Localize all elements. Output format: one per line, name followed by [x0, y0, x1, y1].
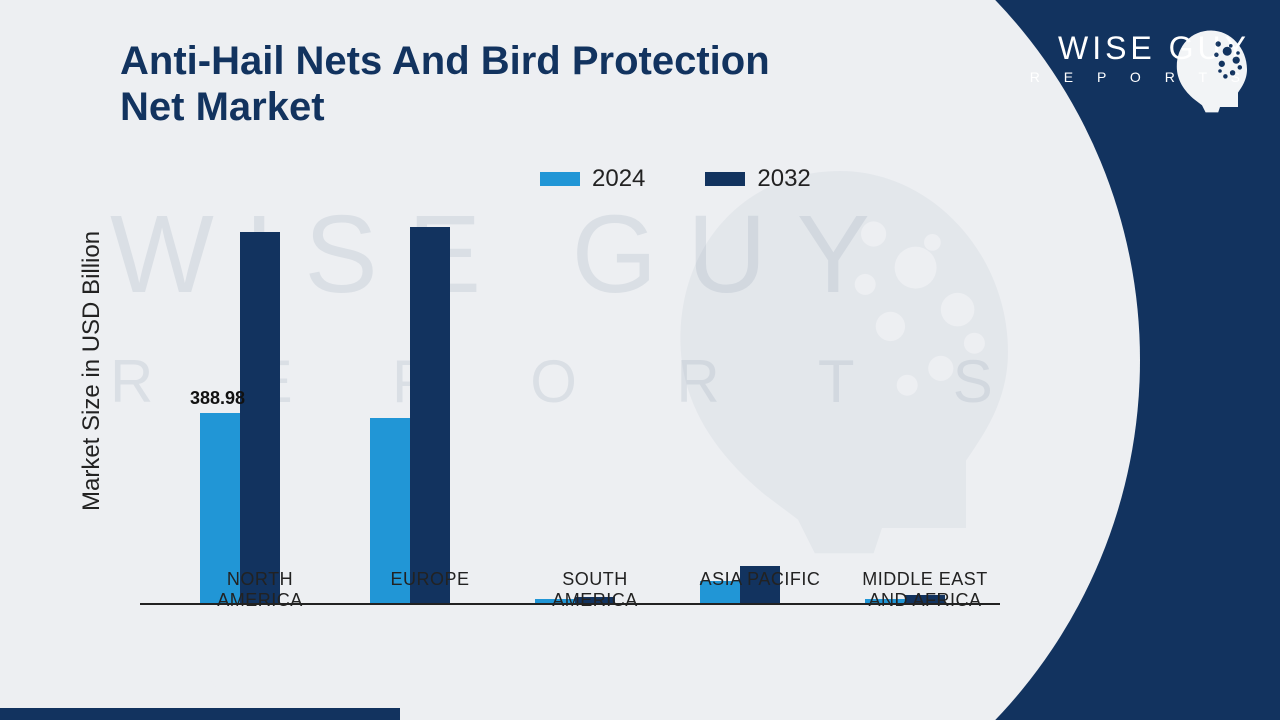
- brand-head-icon: [1166, 26, 1256, 116]
- chart-title: Anti-Hail Nets And Bird Protection Net M…: [120, 38, 840, 130]
- bar-2032: [240, 232, 280, 603]
- legend-item-2024: 2024: [540, 165, 645, 193]
- legend: 2024 2032: [540, 165, 811, 193]
- legend-label-2024: 2024: [592, 165, 645, 193]
- y-axis-label: Market Size in USD Billion: [78, 231, 106, 511]
- plot-area: 388.98: [140, 205, 1000, 605]
- category-label: SOUTH AMERICA: [525, 569, 665, 610]
- category-label: ASIA PACIFIC: [690, 569, 830, 590]
- bar-group: 388.98: [200, 232, 280, 603]
- legend-label-2032: 2032: [757, 165, 810, 193]
- category-label: EUROPE: [360, 569, 500, 590]
- legend-swatch-2024: [540, 172, 580, 186]
- category-label: NORTH AMERICA: [190, 569, 330, 610]
- legend-item-2032: 2032: [705, 165, 810, 193]
- legend-swatch-2032: [705, 172, 745, 186]
- bar-2032: [410, 227, 450, 603]
- category-label: MIDDLE EAST AND AFRICA: [855, 569, 995, 610]
- chart-card: WISE GUY R E P O R T S Anti-Hail Nets An…: [0, 0, 1280, 720]
- bar-group: [370, 227, 450, 603]
- bar-value-label: 388.98: [190, 388, 245, 409]
- bar-chart: Market Size in USD Billion 2024 2032 388…: [60, 165, 1020, 685]
- footer-accent-bar: [0, 708, 400, 720]
